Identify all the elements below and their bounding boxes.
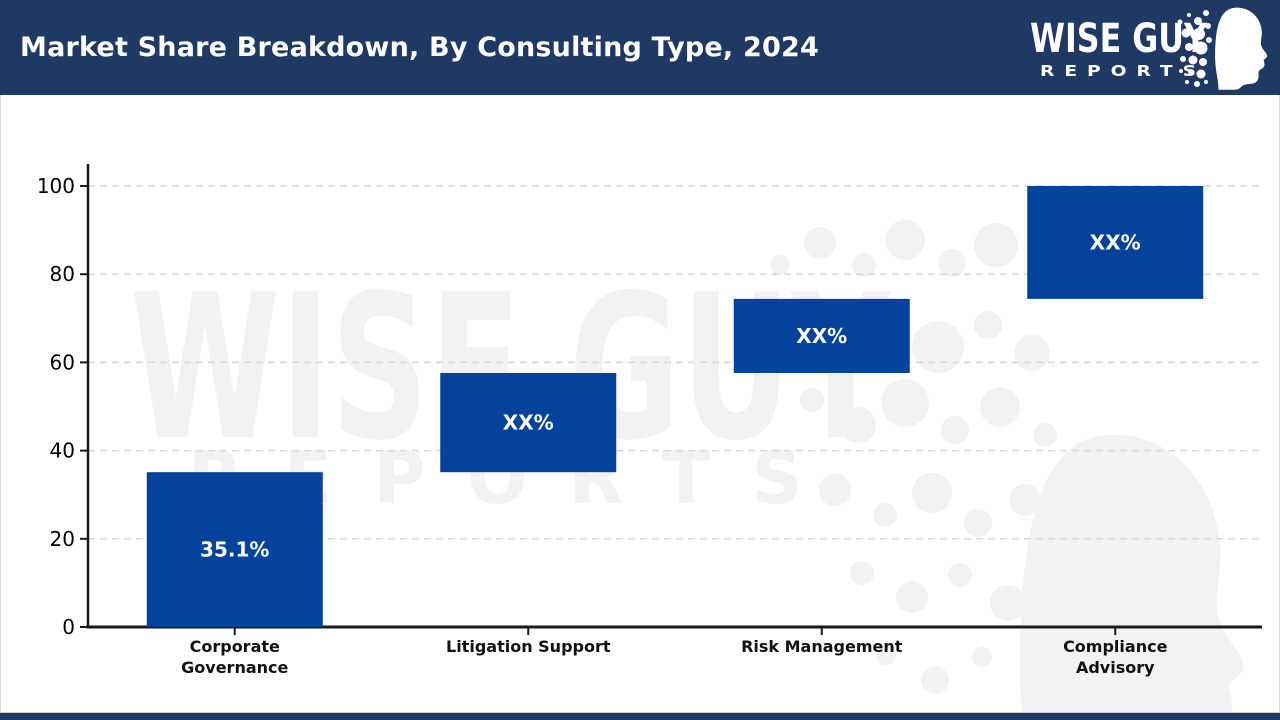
bar-value-label-risk-management: XX% — [796, 324, 847, 348]
watermark-face-profile — [1019, 434, 1244, 720]
y-tick-label-40: 40 — [50, 439, 75, 463]
wise-guy-logo: WISE GUY REPORTS — [1030, 7, 1268, 90]
bar-value-label-litigation-support: XX% — [503, 411, 554, 435]
left-border — [0, 95, 1, 720]
market-share-chart: WISE GUYREPORTS02040608010035.1%Corporat… — [37, 164, 1262, 720]
bar-compliance-advisory — [1027, 186, 1204, 299]
header-bar: Market Share Breakdown, By Consulting Ty… — [0, 0, 1280, 95]
bar-corporate-governance — [146, 472, 323, 627]
bar-value-label-compliance-advisory: XX% — [1090, 230, 1141, 254]
category-label-compliance-advisory: Compliance Advisory — [1063, 637, 1168, 677]
y-tick-label-60: 60 — [50, 350, 75, 374]
bar-litigation-support — [440, 372, 617, 473]
logo-face-dots — [1177, 9, 1212, 87]
bar-risk-management — [733, 298, 910, 373]
category-label-risk-management: Risk Management — [741, 637, 903, 656]
chart-title: Market Share Breakdown, By Consulting Ty… — [20, 32, 819, 63]
y-tick-label-20: 20 — [50, 527, 75, 551]
category-label-litigation-support: Litigation Support — [446, 637, 611, 656]
y-tick-label-80: 80 — [50, 262, 75, 286]
category-label-corporate-governance: Corporate Governance — [181, 637, 288, 677]
y-tick-label-0: 0 — [62, 615, 75, 639]
footer-bar — [0, 712, 1280, 720]
logo-face-profile — [1215, 7, 1268, 90]
logo-subtitle: REPORTS — [1040, 62, 1206, 80]
bar-value-label-corporate-governance: 35.1% — [200, 538, 269, 562]
y-tick-label-100: 100 — [37, 174, 75, 198]
